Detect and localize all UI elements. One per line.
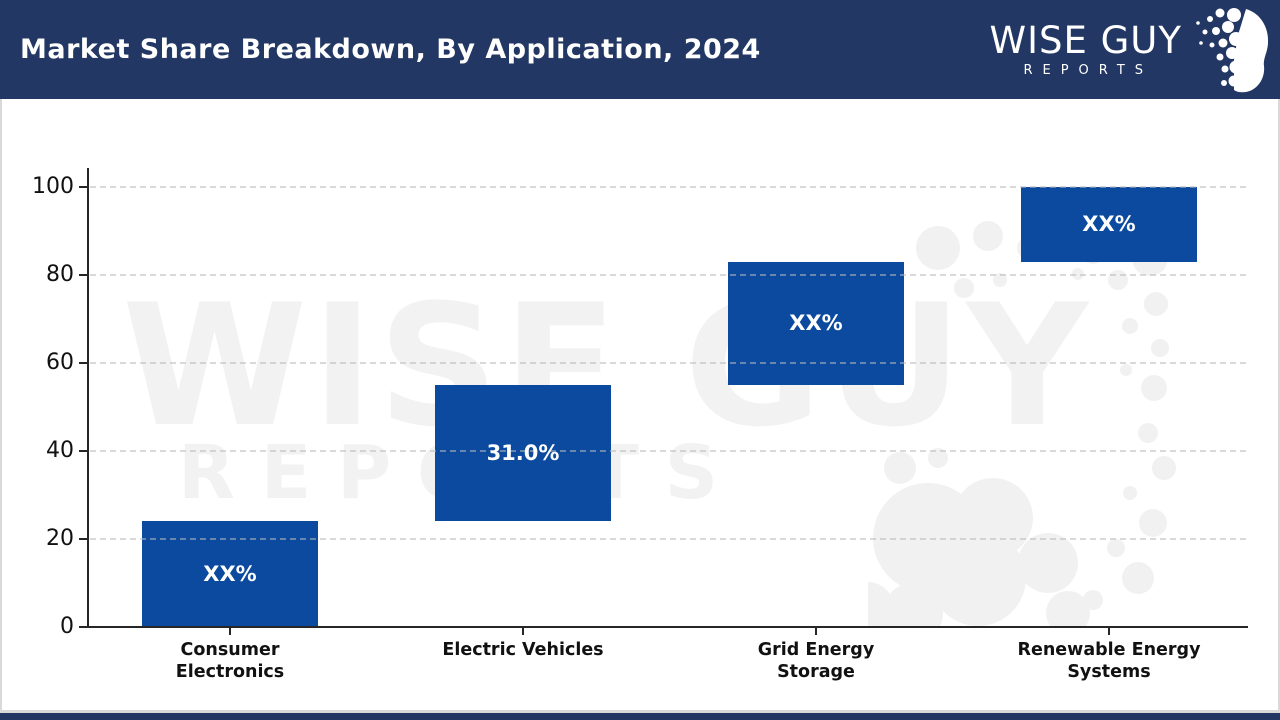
y-axis-tick-40 (79, 450, 87, 452)
y-axis-tick-0 (79, 626, 87, 628)
bar-value-label: XX% (203, 562, 257, 587)
y-tick-label-40: 40 (46, 438, 74, 463)
footer-bar (0, 713, 1280, 720)
header-bar: Market Share Breakdown, By Application, … (0, 0, 1280, 99)
brand-logo-text: WISE GUY REPORTS (989, 19, 1182, 78)
gridline-100 (90, 186, 1246, 188)
y-axis-tick-20 (79, 538, 87, 540)
gridline-60 (90, 362, 1246, 364)
brand-logo: WISE GUY REPORTS (990, 4, 1272, 96)
y-axis-line (87, 168, 89, 628)
bar-value-label: XX% (1082, 212, 1136, 237)
x-axis-tick (229, 628, 231, 635)
footer-divider (0, 710, 1280, 713)
page-title: Market Share Breakdown, By Application, … (20, 34, 761, 65)
bar-value-label: 31.0% (486, 441, 560, 466)
y-tick-label-100: 100 (32, 174, 74, 199)
y-tick-label-80: 80 (46, 262, 74, 287)
watermark-head-icon (868, 221, 1176, 628)
x-axis-tick (522, 628, 524, 635)
brand-head-icon (1196, 8, 1269, 93)
y-axis-tick-100 (79, 186, 87, 188)
y-axis-tick-80 (79, 274, 87, 276)
x-axis-tick (815, 628, 817, 635)
bar-renewable-energy-systems (1021, 187, 1197, 262)
y-tick-label-20: 20 (46, 526, 74, 551)
x-category-label: Consumer Electronics (175, 640, 285, 682)
brand-name: WISE GUY (989, 19, 1182, 63)
brand-subname: REPORTS (1023, 62, 1154, 78)
x-axis-tick (1108, 628, 1110, 635)
x-category-label: Grid Energy Storage (757, 640, 875, 682)
bar-electric-vehicles (435, 385, 611, 522)
y-tick-label-60: 60 (46, 350, 74, 375)
bar-grid-energy-storage (728, 261, 904, 385)
x-axis-line (86, 626, 1248, 628)
gridline-20 (90, 538, 1246, 540)
x-category-label: Renewable Energy Systems (1017, 640, 1201, 682)
y-axis-tick-60 (79, 362, 87, 364)
gridline-80 (90, 274, 1246, 276)
x-category-label: Electric Vehicles (442, 640, 604, 660)
gridline-40 (90, 450, 1246, 452)
bar-value-label: XX% (789, 311, 843, 336)
y-tick-label-0: 0 (60, 614, 74, 639)
